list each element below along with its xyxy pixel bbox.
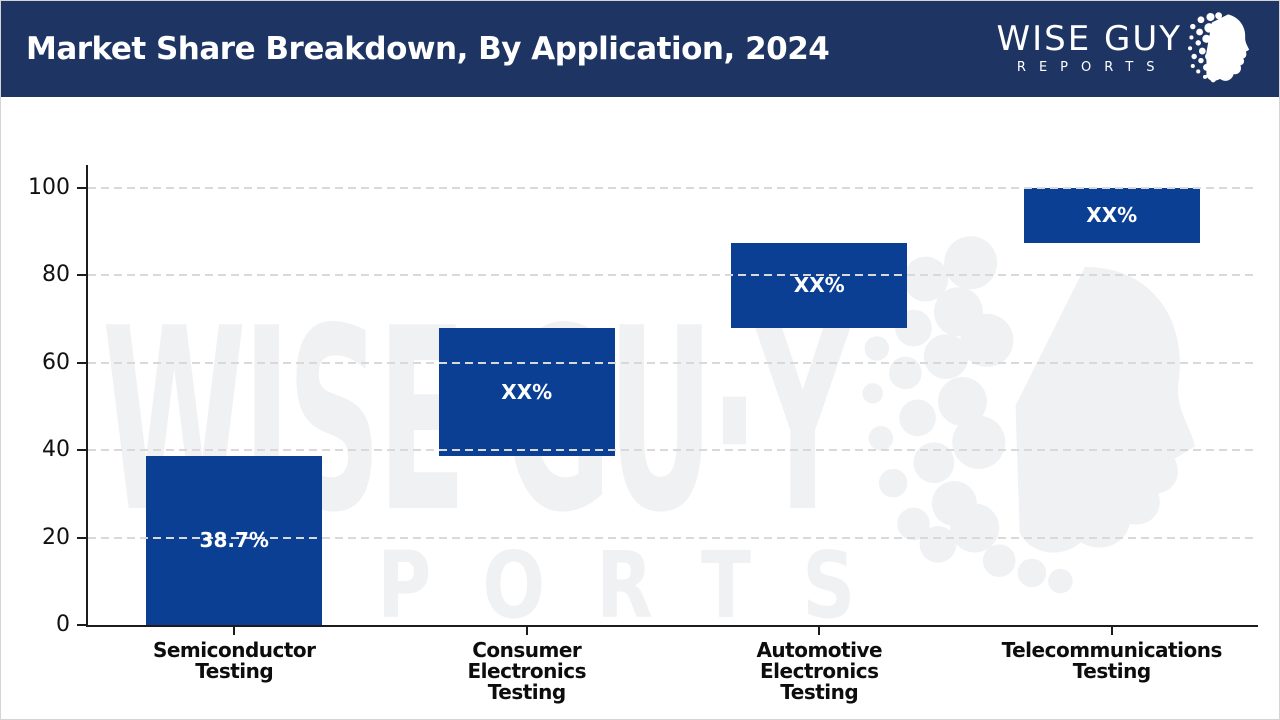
y-tick-mark (77, 186, 87, 189)
bar-value-label: XX% (501, 379, 553, 404)
gridline (88, 274, 1258, 277)
brand-logo-text: WISE GUY REPORTS (996, 22, 1182, 75)
category-label: Consumer Electronics Testing (377, 640, 677, 703)
category-label-line: Electronics (467, 659, 587, 683)
y-tick-label: 100 (28, 174, 70, 200)
y-tick-label: 80 (42, 262, 70, 288)
brand-head-icon (1188, 11, 1250, 82)
x-tick-mark (233, 627, 236, 635)
category-label-line: Electronics (760, 659, 879, 683)
header: Market Share Breakdown, By Application, … (0, 0, 1280, 97)
x-tick-mark (525, 627, 528, 635)
y-tick-mark (77, 449, 87, 452)
page-title: Market Share Breakdown, By Application, … (26, 30, 830, 67)
category-label-line: Testing (1072, 659, 1151, 683)
gridline (88, 186, 1258, 189)
category-label-line: Telecommunications (1001, 638, 1223, 662)
bar-2 (438, 327, 615, 456)
y-tick-mark (77, 536, 87, 539)
gridline (88, 536, 1258, 539)
y-tick-label: 0 (56, 612, 70, 637)
category-label: Semiconductor Testing (84, 640, 384, 682)
category-label: Automotive Electronics Testing (669, 640, 969, 703)
x-tick-mark (818, 627, 821, 635)
brand-name: WISE GUY (996, 19, 1182, 59)
category-label-line: Testing (195, 659, 274, 683)
y-tick-label: 60 (42, 349, 70, 375)
category-label-line: Automotive (756, 638, 883, 662)
category-label-line: Consumer (472, 638, 582, 662)
bar-4 (1023, 187, 1200, 244)
y-tick-mark (77, 274, 87, 277)
category-label-line: Testing (487, 680, 566, 704)
y-tick-mark (77, 361, 87, 364)
watermark-head-icon (862, 236, 1196, 594)
y-tick-mark (77, 624, 87, 626)
category-label-line: Testing (780, 680, 859, 704)
category-label-line: Semiconductor (152, 638, 316, 662)
bar-value-label: 38.7% (199, 528, 269, 553)
gridline (88, 449, 1258, 452)
x-axis-line (86, 625, 1258, 627)
bar-value-label: XX% (793, 273, 845, 298)
brand-subtitle: REPORTS (1016, 60, 1168, 75)
bar-3 (731, 243, 908, 328)
category-label: Telecommunications Testing (962, 640, 1262, 682)
bar-value-label: XX% (1086, 203, 1138, 228)
x-tick-mark (1110, 627, 1113, 635)
gridline (88, 361, 1258, 364)
bar-1 (146, 455, 323, 625)
y-tick-label: 40 (42, 437, 70, 463)
brand-logo: WISE GUY REPORTS (996, 10, 1254, 88)
y-axis-line (86, 165, 88, 627)
y-tick-label: 20 (42, 524, 70, 550)
